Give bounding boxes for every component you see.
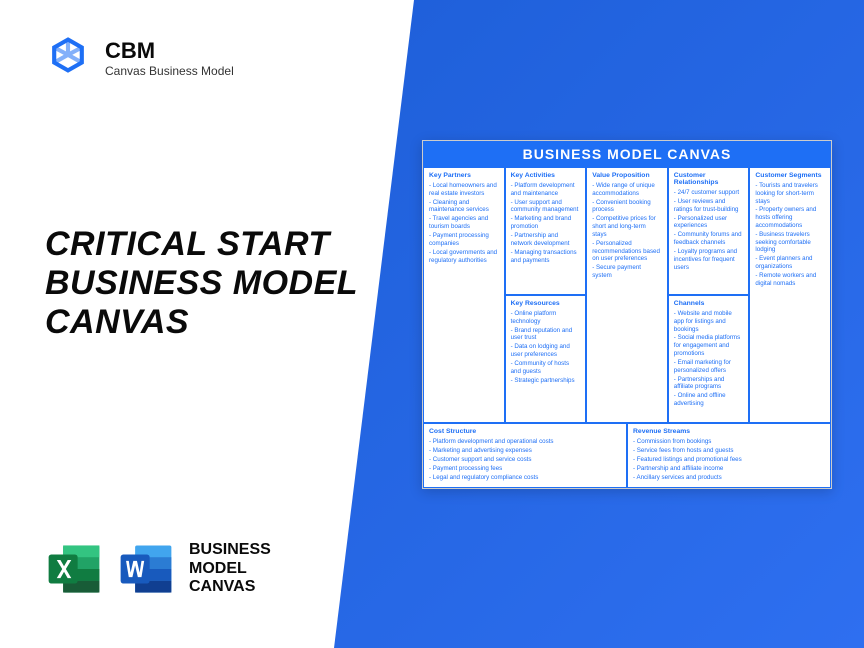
list-item: Payment processing companies bbox=[429, 232, 499, 248]
list-item: Marketing and advertising expenses bbox=[429, 447, 621, 455]
cell-key-partners: Key Partners Local homeowners and real es… bbox=[423, 167, 505, 423]
list-item: Partnership and affiliate income bbox=[633, 465, 825, 473]
h-key-res: Key Resources bbox=[511, 300, 581, 307]
list-item: Platform development and operational cos… bbox=[429, 438, 621, 446]
canvas-title: BUSINESS MODEL CANVAS bbox=[423, 141, 831, 167]
list-item: Service fees from hosts and guests bbox=[633, 447, 825, 455]
canvas-top-row: Key Partners Local homeowners and real es… bbox=[423, 167, 831, 423]
list-item: Partnerships and affiliate programs bbox=[674, 376, 744, 392]
footer: BUSINESS MODEL CANVAS bbox=[45, 540, 271, 598]
h-channels: Channels bbox=[674, 300, 744, 307]
footer-text: BUSINESS MODEL CANVAS bbox=[189, 541, 271, 596]
list-item: Competitive prices for short and long-te… bbox=[592, 215, 662, 238]
footer-line-1: BUSINESS bbox=[189, 541, 271, 559]
list-item: Partnership and network development bbox=[511, 232, 581, 248]
list-item: Wide range of unique accommodations bbox=[592, 182, 662, 198]
list-channels: Website and mobile app for listings and … bbox=[674, 310, 744, 408]
list-item: Platform development and maintenance bbox=[511, 182, 581, 198]
list-item: Community of hosts and guests bbox=[511, 360, 581, 376]
canvas-card: BUSINESS MODEL CANVAS Key Partners Local … bbox=[422, 140, 832, 489]
excel-icon bbox=[45, 540, 103, 598]
h-cust-seg: Customer Segments bbox=[755, 172, 825, 179]
canvas-bottom-row: Cost Structure Platform development and o… bbox=[423, 423, 831, 488]
brand-name: CBM bbox=[105, 38, 234, 64]
list-item: Cleaning and maintenance services bbox=[429, 199, 499, 215]
main-title: CRITICAL START BUSINESS MODEL CANVAS bbox=[45, 225, 358, 342]
h-key-activities: Key Activities bbox=[511, 172, 581, 179]
list-item: Customer support and service costs bbox=[429, 456, 621, 464]
brand-block: CBM Canvas Business Model bbox=[105, 38, 234, 78]
list-item: Managing transactions and payments bbox=[511, 249, 581, 265]
list-item: Payment processing fees bbox=[429, 465, 621, 473]
list-item: Strategic partnerships bbox=[511, 377, 581, 385]
list-key-partners: Local homeowners and real estate investo… bbox=[429, 182, 499, 264]
list-item: Ancillary services and products bbox=[633, 474, 825, 482]
cell-cust-rel: Customer Relationships 24/7 customer supp… bbox=[668, 167, 750, 295]
cell-key-activities: Key Activities Platform development and m… bbox=[505, 167, 587, 295]
title-line-2: BUSINESS MODEL bbox=[45, 264, 358, 303]
list-item: Local homeowners and real estate investo… bbox=[429, 182, 499, 198]
list-item: Online platform technology bbox=[511, 310, 581, 326]
list-cust-rel: 24/7 customer supportUser reviews and ra… bbox=[674, 189, 744, 271]
h-value-prop: Value Proposition bbox=[592, 172, 662, 179]
list-item: Marketing and brand promotion bbox=[511, 215, 581, 231]
title-line-3: CANVAS bbox=[45, 303, 358, 342]
list-revenue: Commission from bookingsService fees fro… bbox=[633, 438, 825, 482]
list-item: Convenient booking process bbox=[592, 199, 662, 215]
list-item: Secure payment system bbox=[592, 264, 662, 280]
list-item: Personalized recommendations based on us… bbox=[592, 240, 662, 263]
footer-line-2: MODEL bbox=[189, 560, 271, 578]
cell-channels: Channels Website and mobile app for listi… bbox=[668, 295, 750, 423]
list-item: Personalized user experiences bbox=[674, 215, 744, 231]
logo-icon bbox=[45, 35, 91, 81]
list-key-res: Online platform technologyBrand reputati… bbox=[511, 310, 581, 385]
list-item: Online and offline advertising bbox=[674, 392, 744, 408]
h-revenue: Revenue Streams bbox=[633, 428, 825, 435]
word-icon bbox=[117, 540, 175, 598]
cell-key-res: Key Resources Online platform technologyB… bbox=[505, 295, 587, 423]
list-item: Property owners and hosts offering accom… bbox=[755, 206, 825, 229]
h-key-partners: Key Partners bbox=[429, 172, 499, 179]
list-key-activities: Platform development and maintenanceUser… bbox=[511, 182, 581, 264]
list-item: User reviews and ratings for trust-build… bbox=[674, 198, 744, 214]
list-item: Business travelers seeking comfortable l… bbox=[755, 231, 825, 254]
list-item: Remote workers and digital nomads bbox=[755, 272, 825, 288]
list-item: Local governments and regulatory authori… bbox=[429, 249, 499, 265]
list-cost: Platform development and operational cos… bbox=[429, 438, 621, 482]
header: CBM Canvas Business Model bbox=[45, 35, 234, 81]
list-cust-seg: Tourists and travelers looking for short… bbox=[755, 182, 825, 288]
list-item: User support and community management bbox=[511, 199, 581, 215]
list-item: Loyalty programs and incentives for freq… bbox=[674, 248, 744, 271]
cell-revenue: Revenue Streams Commission from bookingsS… bbox=[627, 423, 831, 488]
list-item: Travel agencies and tourism boards bbox=[429, 215, 499, 231]
list-item: Email marketing for personalized offers bbox=[674, 359, 744, 375]
brand-tagline: Canvas Business Model bbox=[105, 64, 234, 78]
cell-cost: Cost Structure Platform development and o… bbox=[423, 423, 627, 488]
cell-value-prop: Value Proposition Wide range of unique ac… bbox=[586, 167, 668, 423]
list-item: Website and mobile app for listings and … bbox=[674, 310, 744, 333]
list-item: Community forums and feedback channels bbox=[674, 231, 744, 247]
footer-line-3: CANVAS bbox=[189, 578, 271, 596]
list-item: 24/7 customer support bbox=[674, 189, 744, 197]
list-item: Commission from bookings bbox=[633, 438, 825, 446]
list-item: Featured listings and promotional fees bbox=[633, 456, 825, 464]
h-cost: Cost Structure bbox=[429, 428, 621, 435]
list-item: Brand reputation and user trust bbox=[511, 327, 581, 343]
list-item: Event planners and organizations bbox=[755, 255, 825, 271]
list-item: Data on lodging and user preferences bbox=[511, 343, 581, 359]
title-line-1: CRITICAL START bbox=[45, 225, 358, 264]
list-item: Legal and regulatory compliance costs bbox=[429, 474, 621, 482]
cell-cust-seg: Customer Segments Tourists and travelers … bbox=[749, 167, 831, 423]
h-cust-rel: Customer Relationships bbox=[674, 172, 744, 186]
list-value-prop: Wide range of unique accommodationsConve… bbox=[592, 182, 662, 280]
list-item: Tourists and travelers looking for short… bbox=[755, 182, 825, 205]
list-item: Social media platforms for engagement an… bbox=[674, 334, 744, 357]
